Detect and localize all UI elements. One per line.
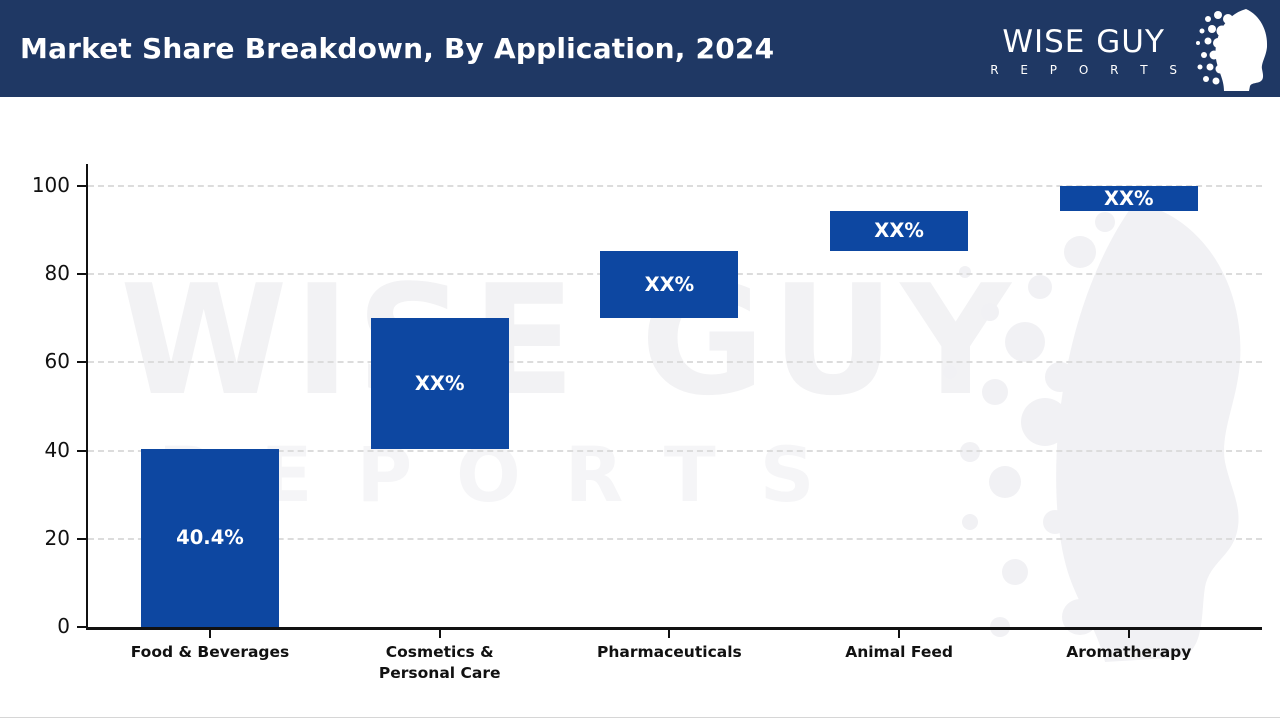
y-tick-label: 0 — [57, 614, 70, 638]
x-tick-mark — [898, 630, 901, 638]
y-tick-mark — [77, 361, 86, 364]
x-tick-mark — [668, 630, 671, 638]
y-tick-label: 20 — [44, 525, 70, 550]
logo-text: WISE GUY R E P O R T S — [981, 24, 1186, 77]
bar: XX% — [600, 250, 739, 319]
gridline-60 — [88, 361, 1262, 364]
chart-area: WISE GUY REPORTS 0 20 40 60 80 100 40.4% Food &… — [0, 97, 1280, 720]
x-tick-mark — [209, 630, 211, 638]
wiseguy-head-icon — [1196, 8, 1268, 91]
y-tick-label: 40 — [44, 437, 70, 462]
bar-value-label: XX% — [874, 219, 924, 243]
y-axis-line — [86, 163, 88, 630]
watermark-wordmark: WISE GUY — [120, 252, 1017, 429]
bar: 40.4% — [141, 448, 279, 627]
header: Market Share Breakdown, By Application, … — [0, 0, 1280, 97]
y-tick-mark — [77, 185, 86, 187]
x-category-label: Animal Feed — [845, 643, 953, 661]
bar-value-label: 40.4% — [176, 526, 244, 550]
x-category-label: Aromatherapy — [1066, 643, 1192, 661]
bar-value-label: XX% — [414, 372, 465, 396]
logo-subtext: R E P O R T S — [990, 63, 1186, 77]
bar: XX% — [1059, 186, 1198, 211]
y-tick-mark — [77, 273, 86, 276]
bar: XX% — [830, 210, 969, 251]
wiseguy-logo: WISE GUY R E P O R T S — [981, 4, 1272, 93]
logo-wordmark: WISE GUY — [1002, 24, 1165, 60]
chart-title: Market Share Breakdown, By Application, … — [20, 32, 775, 65]
y-tick-label: 100 — [31, 173, 70, 197]
footer-divider — [0, 717, 1280, 718]
x-category-label: Pharmaceuticals — [597, 643, 742, 661]
y-tick-mark — [77, 626, 86, 628]
x-tick-mark — [1127, 630, 1130, 638]
x-category-label: Food & Beverages — [130, 643, 290, 661]
x-tick-mark — [438, 630, 441, 638]
bar: XX% — [370, 318, 509, 449]
y-tick-mark — [77, 537, 86, 540]
gridline-100 — [88, 185, 1262, 187]
bar-value-label: XX% — [644, 273, 695, 297]
bar-value-label: XX% — [1103, 186, 1154, 210]
x-axis-line — [86, 627, 1262, 630]
gridline-40 — [88, 449, 1262, 452]
plot-area: 0 20 40 60 80 100 40.4% Food & Beverages XX% Cosm… — [0, 97, 1280, 720]
watermark-head-icon — [943, 202, 1241, 662]
y-tick-label: 60 — [44, 349, 70, 374]
y-tick-mark — [77, 449, 86, 452]
gridline-20 — [88, 537, 1262, 540]
x-category-label: Cosmetics & Personal Care — [378, 643, 501, 682]
y-tick-label: 80 — [44, 261, 70, 286]
